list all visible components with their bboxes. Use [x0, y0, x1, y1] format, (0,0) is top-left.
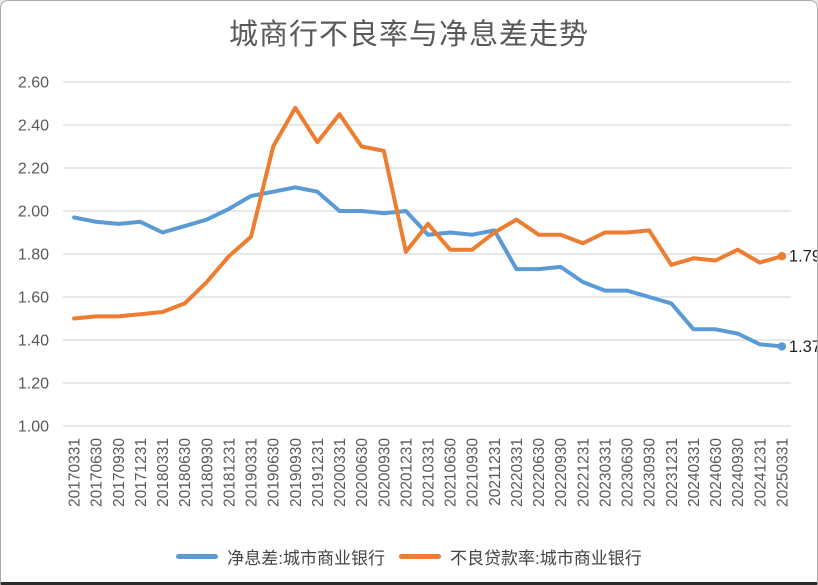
x-tick-label: 20220630	[531, 438, 548, 507]
y-tick-label: 1.80	[18, 247, 49, 264]
x-tick-label: 20170331	[67, 438, 84, 507]
x-tick-label: 20230930	[642, 438, 659, 507]
y-tick-label: 2.60	[18, 75, 49, 92]
legend-label-0: 净息差:城市商业银行	[227, 549, 385, 568]
series-line-0	[72, 185, 784, 349]
x-tick-label: 20200331	[332, 438, 349, 507]
x-tick-label: 20240331	[686, 438, 703, 507]
x-tick-label: 20190331	[244, 438, 261, 507]
legend-line-swatch-1	[399, 554, 441, 559]
x-tick-label: 20231231	[664, 438, 681, 507]
x-tick-label: 20210930	[465, 438, 482, 507]
chart-legend: 净息差:城市商业银行 不良贷款率:城市商业银行	[1, 544, 817, 569]
y-tick-label: 2.20	[18, 161, 49, 178]
x-tick-label: 20190930	[288, 438, 305, 507]
legend-item-1: 不良贷款率:城市商业银行	[399, 544, 642, 569]
x-tick-label: 20181231	[221, 438, 238, 507]
legend-item-0: 净息差:城市商业银行	[176, 544, 385, 569]
x-tick-label: 20170930	[111, 438, 128, 507]
x-tick-label: 20220331	[509, 438, 526, 507]
series-end-value-label-0: 1.37	[789, 338, 818, 356]
y-tick-label: 1.60	[18, 290, 49, 307]
legend-label-1: 不良贷款率:城市商业银行	[450, 549, 642, 568]
x-tick-label: 20220930	[553, 438, 570, 507]
y-tick-label: 1.20	[18, 376, 49, 393]
x-tick-label: 20171231	[133, 438, 150, 507]
y-tick-label: 2.00	[18, 204, 49, 221]
x-tick-label: 20180930	[199, 438, 216, 507]
x-tick-label: 20230630	[620, 438, 637, 507]
x-tick-label: 20240930	[730, 438, 747, 507]
series-end-marker-0	[777, 342, 787, 351]
chart-title: 城商行不良率与净息差走势	[228, 19, 589, 51]
x-tick-label: 20191231	[310, 438, 327, 507]
line-chart-plot: 2.60 2.40 2.20 2.00 1.80 1.60 1.40 1.20 1.00 2017…	[18, 75, 818, 507]
series-end-value-label-1: 1.79	[789, 248, 818, 266]
series-line-1	[72, 105, 784, 321]
x-tick-label: 20200630	[354, 438, 371, 507]
x-tick-label: 20210331	[421, 438, 438, 507]
x-tick-label: 20210630	[443, 438, 460, 507]
x-tick-label: 20250331	[774, 438, 791, 507]
x-tick-label: 20170630	[89, 438, 106, 507]
x-tick-label: 20200930	[376, 438, 393, 507]
x-tick-label: 20180331	[155, 438, 172, 507]
x-tick-label: 20211231	[487, 438, 504, 506]
x-tick-label: 20180630	[177, 438, 194, 507]
y-tick-label: 1.40	[18, 333, 49, 350]
x-tick-label: 20240630	[708, 438, 725, 507]
x-tick-label: 20230331	[598, 438, 615, 507]
x-tick-label: 20201231	[398, 438, 415, 507]
legend-line-swatch-0	[176, 554, 219, 559]
y-tick-label: 2.40	[18, 118, 49, 135]
x-tick-label: 20241231	[752, 438, 769, 507]
y-tick-label: 1.00	[18, 419, 49, 436]
x-tick-label: 20190630	[266, 438, 283, 507]
series-end-marker-1	[777, 252, 787, 261]
x-tick-label: 20221231	[575, 438, 592, 507]
